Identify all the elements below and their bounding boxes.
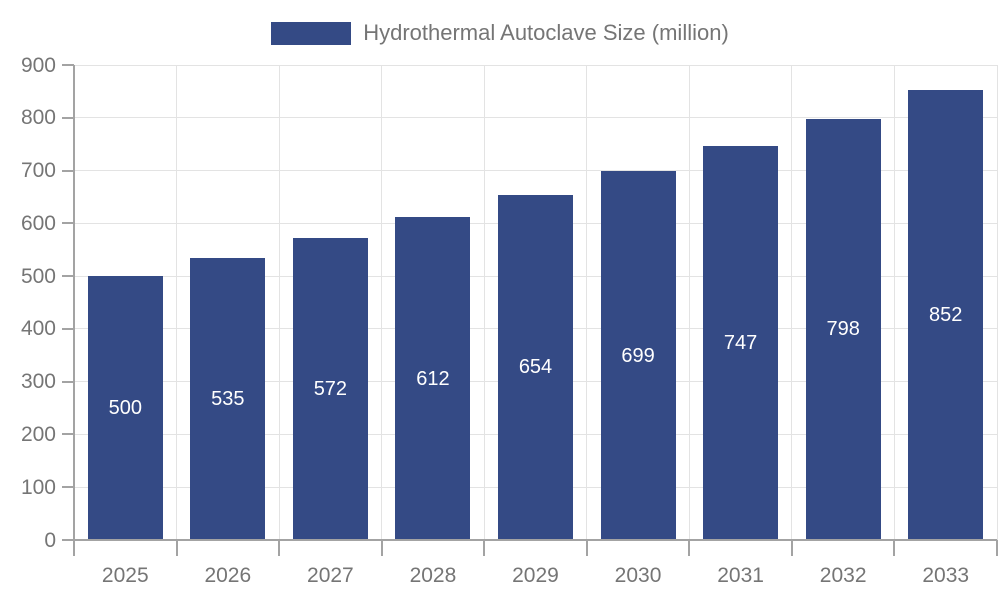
y-axis-tick xyxy=(62,539,74,541)
bar-2026 xyxy=(190,257,266,540)
x-axis-tick xyxy=(278,540,281,556)
bar-2029 xyxy=(498,194,573,540)
y-tick-label: 300 xyxy=(20,370,56,394)
bar-value-label: 798 xyxy=(826,318,860,341)
x-axis-tick xyxy=(585,540,588,556)
x-axis-tick xyxy=(893,540,896,556)
gridline-vertical xyxy=(893,65,895,540)
y-axis-tick xyxy=(62,380,74,383)
x-tick-label: 2033 xyxy=(922,564,970,587)
gridline-vertical xyxy=(483,65,485,540)
x-axis-tick xyxy=(483,540,486,556)
y-axis-tick xyxy=(62,222,74,225)
y-tick-label: 100 xyxy=(20,475,56,499)
gridline-vertical xyxy=(278,65,280,540)
bar-2025 xyxy=(87,276,163,540)
y-tick-label: 700 xyxy=(20,159,56,183)
bar-value-label: 500 xyxy=(108,397,142,420)
bar-value-label: 852 xyxy=(929,304,963,327)
gridline-horizontal xyxy=(74,170,997,172)
bar-value-label: 535 xyxy=(211,387,245,410)
x-tick-label: 2029 xyxy=(512,564,559,587)
gridline-vertical xyxy=(381,65,383,540)
bar-2027 xyxy=(292,238,368,540)
y-tick-label: 0 xyxy=(44,528,56,552)
y-axis-tick xyxy=(62,327,74,330)
x-axis-tick xyxy=(175,540,178,556)
x-axis-tick xyxy=(996,540,998,556)
gridline-horizontal xyxy=(74,64,997,66)
bar-value-label: 572 xyxy=(313,378,348,401)
x-tick-label: 2031 xyxy=(717,564,764,587)
x-tick-label: 2027 xyxy=(307,564,354,587)
gridline-vertical xyxy=(996,65,998,540)
x-tick-label: 2025 xyxy=(101,564,149,587)
x-axis-tick xyxy=(790,540,793,556)
x-axis-tick xyxy=(688,540,691,556)
bar-value-label: 747 xyxy=(723,331,758,354)
bar-2032 xyxy=(805,118,881,540)
y-axis-tick xyxy=(62,486,74,489)
bar-value-label: 699 xyxy=(621,344,655,367)
bar-2033 xyxy=(908,90,984,540)
gridline-vertical xyxy=(586,65,588,540)
y-axis-tick xyxy=(62,275,74,278)
legend-label: Hydrothermal Autoclave Size (million) xyxy=(363,20,729,45)
y-axis-line xyxy=(73,65,75,540)
x-tick-label: 2030 xyxy=(614,564,662,587)
legend: Hydrothermal Autoclave Size (million) xyxy=(0,20,1000,46)
gridline-vertical xyxy=(688,65,690,540)
y-tick-label: 900 xyxy=(20,53,56,77)
bar-value-label: 612 xyxy=(416,367,450,390)
x-axis-line xyxy=(74,539,997,541)
x-tick-label: 2026 xyxy=(204,564,252,587)
x-tick-label: 2028 xyxy=(409,564,457,587)
bar-2028 xyxy=(395,217,471,540)
legend-swatch xyxy=(271,21,352,45)
y-tick-label: 800 xyxy=(20,106,56,130)
x-axis-tick xyxy=(73,540,75,556)
bar-2030 xyxy=(600,171,676,540)
y-tick-label: 400 xyxy=(20,317,56,341)
y-axis-tick xyxy=(62,169,74,172)
y-axis-tick xyxy=(62,433,74,436)
bar-value-label: 654 xyxy=(518,356,553,379)
gridline-horizontal xyxy=(74,117,997,119)
bar-2031 xyxy=(703,145,779,540)
y-tick-label: 500 xyxy=(20,264,56,288)
y-axis-tick xyxy=(62,116,74,119)
y-tick-label: 200 xyxy=(20,422,56,446)
x-tick-label: 2032 xyxy=(819,564,867,587)
gridline-vertical xyxy=(176,65,178,540)
y-tick-label: 600 xyxy=(20,211,56,235)
x-axis-tick xyxy=(380,540,383,556)
y-axis-tick xyxy=(62,64,74,66)
gridline-vertical xyxy=(791,65,793,540)
